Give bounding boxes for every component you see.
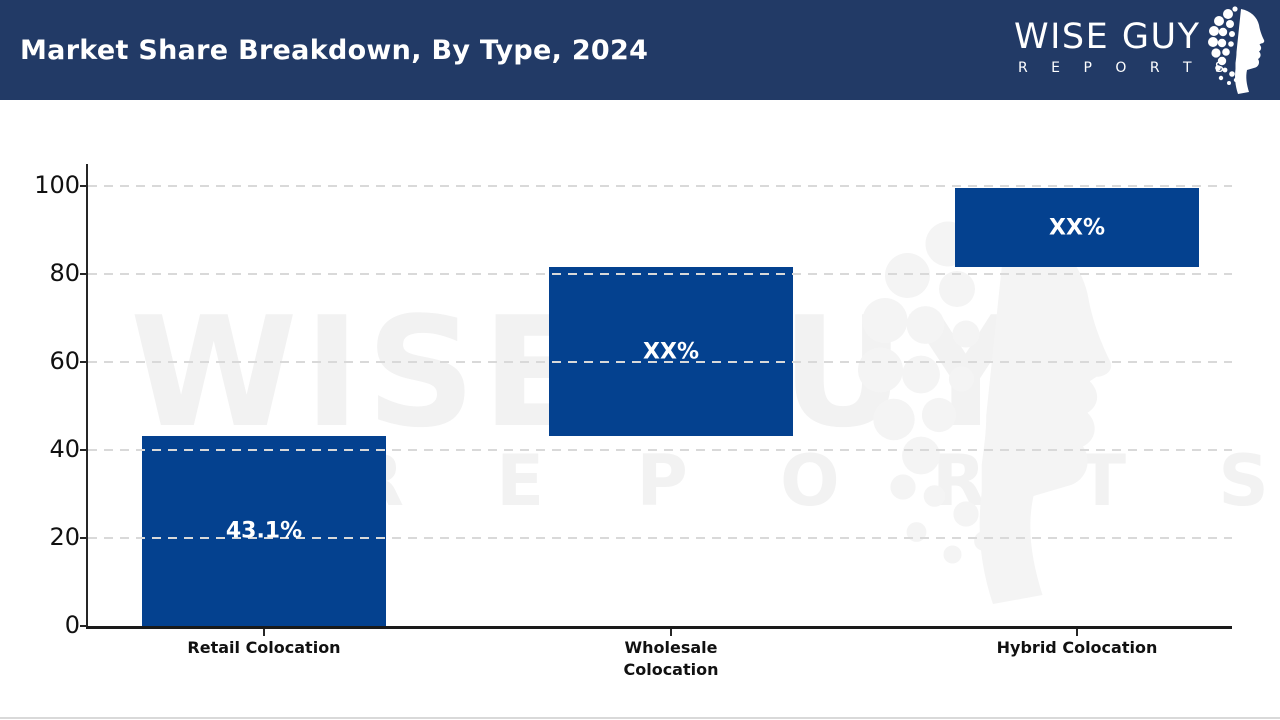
- y-tick-80: [80, 273, 87, 275]
- wise-guy-reports-logo: WISE GUY R E P O R T S: [1014, 6, 1265, 94]
- gridline-40: [88, 449, 1232, 451]
- logo-subtitle: R E P O R T S: [1018, 60, 1233, 76]
- y-tick-label-80: 80: [49, 258, 80, 287]
- y-tick-label-20: 20: [49, 522, 80, 551]
- bar-wholesale-colocation: [549, 267, 793, 437]
- y-tick-20: [80, 537, 87, 539]
- y-tick-label-0: 0: [64, 610, 80, 639]
- bar-hybrid-colocation: [955, 187, 1199, 268]
- x-tick-hybrid-colocation: [1076, 629, 1078, 636]
- logo-wordmark: WISE GUY: [1014, 17, 1201, 57]
- y-tick-40: [80, 449, 87, 451]
- gridline-20: [88, 537, 1232, 539]
- bar-retail-colocation: [142, 436, 386, 626]
- header: Market Share Breakdown, By Type, 2024 WI…: [0, 0, 1280, 100]
- dotted-head-icon: [1208, 6, 1265, 94]
- bar-value-label-retail-colocation: 43.1%: [225, 518, 303, 544]
- chart-area: WISE GUY R E P O R T S 0 20 40 60 80 100 43.1%…: [0, 100, 1280, 720]
- gridline-100: [88, 185, 1232, 187]
- watermark-dotted-head: [858, 209, 1112, 604]
- watermark-subtitle: R E P O R T S: [350, 440, 1280, 522]
- y-tick-label-40: 40: [49, 434, 80, 463]
- y-tick-60: [80, 361, 87, 363]
- y-tick-label-100: 100: [34, 170, 80, 199]
- category-label-retail-colocation: Retail Colocation: [187, 638, 341, 657]
- page-title: Market Share Breakdown, By Type, 2024: [20, 34, 649, 66]
- bar-value-label-hybrid-colocation: XX%: [1049, 215, 1105, 241]
- y-tick-100: [80, 185, 87, 187]
- category-label-hybrid-colocation: Hybrid Colocation: [996, 638, 1158, 657]
- y-tick-0: [80, 625, 87, 627]
- bar-value-label-wholesale-colocation: XX%: [643, 339, 699, 365]
- y-tick-label-60: 60: [49, 346, 80, 375]
- y-axis-line: [86, 164, 88, 629]
- gridline-60: [88, 361, 1232, 363]
- category-label-wholesale-colocation: Wholesale Colocation: [623, 638, 719, 679]
- x-tick-retail-colocation: [263, 629, 265, 636]
- x-tick-wholesale-colocation: [670, 629, 672, 636]
- bottom-border: [0, 717, 1280, 719]
- gridline-80: [88, 273, 1232, 275]
- x-axis-line: [86, 626, 1232, 629]
